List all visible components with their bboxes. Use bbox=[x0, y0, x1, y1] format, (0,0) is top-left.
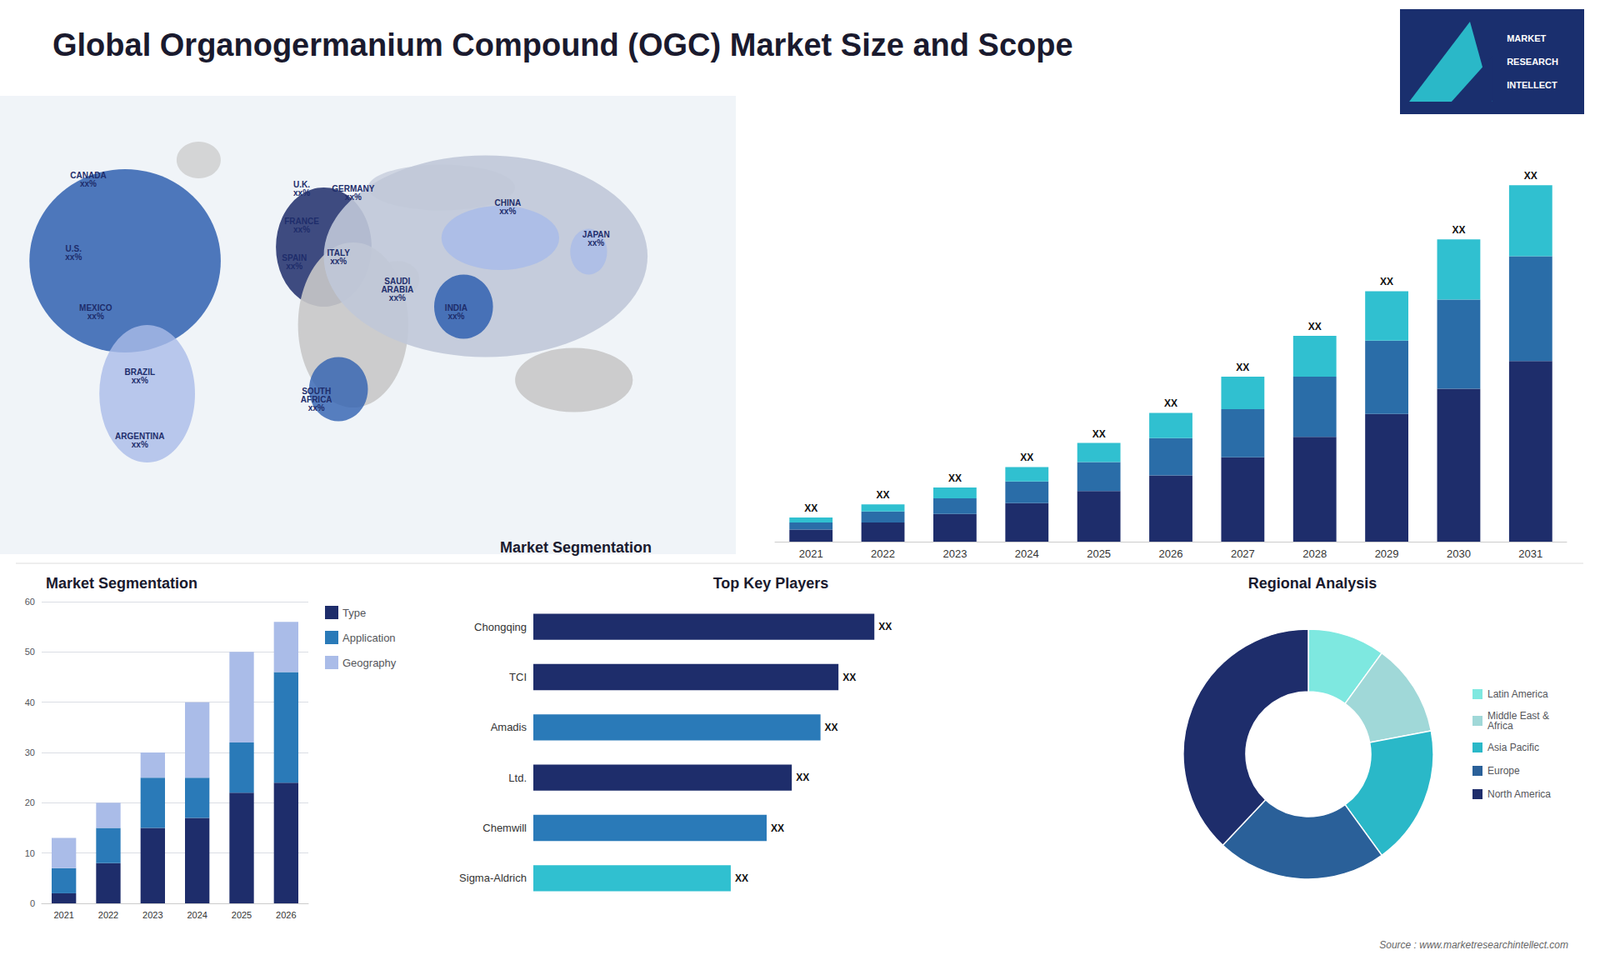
svg-text:MEXICO: MEXICO bbox=[79, 303, 113, 313]
svg-text:XX: XX bbox=[795, 771, 810, 784]
svg-text:RESEARCH: RESEARCH bbox=[1506, 56, 1559, 67]
svg-text:2028: 2028 bbox=[1302, 547, 1327, 560]
svg-text:Regional Analysis: Regional Analysis bbox=[1248, 575, 1377, 592]
svg-text:ARGENTINA: ARGENTINA bbox=[115, 431, 165, 441]
svg-text:XX: XX bbox=[1092, 428, 1106, 440]
svg-text:XX: XX bbox=[1380, 275, 1394, 288]
svg-text:50: 50 bbox=[25, 646, 35, 657]
svg-text:10: 10 bbox=[25, 848, 35, 859]
svg-text:CHINA: CHINA bbox=[494, 197, 521, 208]
svg-text:2024: 2024 bbox=[186, 910, 207, 920]
svg-text:xx%: xx% bbox=[65, 252, 82, 262]
svg-text:XX: XX bbox=[804, 502, 818, 515]
svg-text:xx%: xx% bbox=[587, 238, 605, 248]
svg-text:Asia Pacific: Asia Pacific bbox=[1487, 741, 1540, 754]
svg-text:2029: 2029 bbox=[1375, 547, 1400, 560]
svg-text:2023: 2023 bbox=[142, 910, 163, 920]
svg-text:XX: XX bbox=[825, 721, 839, 734]
svg-text:JAPAN: JAPAN bbox=[582, 230, 610, 240]
svg-text:ITALY: ITALY bbox=[327, 248, 350, 258]
svg-text:xx%: xx% bbox=[87, 311, 105, 321]
svg-text:XX: XX bbox=[1020, 451, 1034, 464]
svg-text:XX: XX bbox=[1308, 320, 1322, 333]
svg-text:Sigma-Aldrich: Sigma-Aldrich bbox=[459, 871, 527, 885]
svg-text:Source : www.marketresearchint: Source : www.marketresearchintellect.com bbox=[1379, 939, 1569, 951]
svg-text:Ltd.: Ltd. bbox=[508, 771, 527, 785]
svg-text:xx%: xx% bbox=[293, 225, 310, 235]
svg-text:2022: 2022 bbox=[870, 547, 895, 560]
svg-text:Chongqing: Chongqing bbox=[474, 620, 527, 634]
svg-text:xx%: xx% bbox=[293, 188, 310, 198]
svg-text:2031: 2031 bbox=[1518, 547, 1543, 560]
svg-text:2026: 2026 bbox=[1159, 547, 1184, 560]
svg-text:XX: XX bbox=[948, 472, 962, 485]
svg-text:XX: XX bbox=[842, 671, 856, 684]
svg-text:North America: North America bbox=[1487, 788, 1551, 800]
svg-text:2023: 2023 bbox=[942, 547, 967, 560]
svg-text:xx%: xx% bbox=[389, 293, 406, 303]
svg-text:BRAZIL: BRAZIL bbox=[124, 367, 156, 377]
svg-text:60: 60 bbox=[25, 596, 35, 607]
svg-text:Middle East &: Middle East & bbox=[1487, 710, 1550, 722]
svg-text:GERMANY: GERMANY bbox=[331, 184, 375, 194]
svg-text:INDIA: INDIA bbox=[444, 303, 468, 313]
svg-text:TCI: TCI bbox=[509, 670, 527, 684]
svg-text:XX: XX bbox=[876, 489, 890, 501]
svg-text:SAUDI: SAUDI bbox=[384, 276, 411, 286]
svg-text:Geography: Geography bbox=[342, 656, 397, 670]
svg-text:Application: Application bbox=[342, 631, 396, 645]
svg-text:Type: Type bbox=[342, 606, 366, 620]
svg-text:xx%: xx% bbox=[447, 311, 465, 321]
svg-text:AFRICA: AFRICA bbox=[300, 395, 333, 405]
svg-text:xx%: xx% bbox=[330, 256, 347, 266]
svg-text:0: 0 bbox=[30, 898, 35, 909]
svg-text:CANADA: CANADA bbox=[70, 170, 107, 180]
svg-text:2024: 2024 bbox=[1015, 547, 1040, 560]
svg-text:xx%: xx% bbox=[499, 206, 516, 216]
svg-text:2021: 2021 bbox=[799, 547, 824, 560]
svg-text:XX: XX bbox=[735, 872, 749, 885]
svg-text:2027: 2027 bbox=[1230, 547, 1255, 560]
svg-text:MARKET: MARKET bbox=[1506, 33, 1546, 44]
svg-text:Top Key Players: Top Key Players bbox=[713, 575, 830, 592]
svg-text:xx%: xx% bbox=[131, 440, 149, 450]
svg-text:xx%: xx% bbox=[131, 375, 149, 385]
svg-text:SPAIN: SPAIN bbox=[281, 252, 307, 263]
svg-text:2025: 2025 bbox=[231, 910, 252, 920]
svg-text:30: 30 bbox=[25, 747, 35, 758]
svg-text:U.S.: U.S. bbox=[65, 243, 82, 253]
svg-text:FRANCE: FRANCE bbox=[284, 216, 320, 226]
svg-text:Market Segmentation: Market Segmentation bbox=[45, 575, 198, 592]
svg-text:2025: 2025 bbox=[1086, 547, 1111, 560]
svg-text:xx%: xx% bbox=[80, 179, 97, 189]
svg-text:XX: XX bbox=[1524, 170, 1538, 182]
svg-text:Market Segmentation: Market Segmentation bbox=[500, 539, 652, 556]
svg-text:2026: 2026 bbox=[275, 910, 296, 920]
svg-text:20: 20 bbox=[25, 797, 35, 808]
svg-text:Latin America: Latin America bbox=[1487, 688, 1549, 700]
svg-text:2022: 2022 bbox=[98, 910, 119, 920]
svg-text:Global Organogermanium Compoun: Global Organogermanium Compound (OGC) Ma… bbox=[52, 27, 1074, 63]
svg-text:XX: XX bbox=[1235, 361, 1250, 374]
svg-text:XX: XX bbox=[770, 822, 785, 835]
svg-text:INTELLECT: INTELLECT bbox=[1506, 80, 1558, 90]
svg-text:SOUTH: SOUTH bbox=[301, 386, 331, 396]
svg-text:Africa: Africa bbox=[1487, 720, 1514, 732]
svg-text:XX: XX bbox=[1164, 397, 1178, 410]
svg-text:2021: 2021 bbox=[53, 910, 74, 920]
svg-text:xx%: xx% bbox=[308, 403, 325, 413]
svg-text:Amadis: Amadis bbox=[490, 720, 528, 734]
svg-text:Europe: Europe bbox=[1487, 765, 1520, 777]
svg-text:Chemwill: Chemwill bbox=[482, 821, 527, 835]
svg-text:40: 40 bbox=[25, 697, 35, 708]
svg-text:ARABIA: ARABIA bbox=[381, 285, 414, 295]
svg-text:xx%: xx% bbox=[285, 261, 303, 271]
svg-text:xx%: xx% bbox=[345, 192, 362, 202]
svg-text:2030: 2030 bbox=[1446, 547, 1471, 560]
svg-text:XX: XX bbox=[878, 620, 892, 633]
svg-text:U.K.: U.K. bbox=[293, 179, 310, 189]
svg-text:XX: XX bbox=[1451, 224, 1465, 236]
